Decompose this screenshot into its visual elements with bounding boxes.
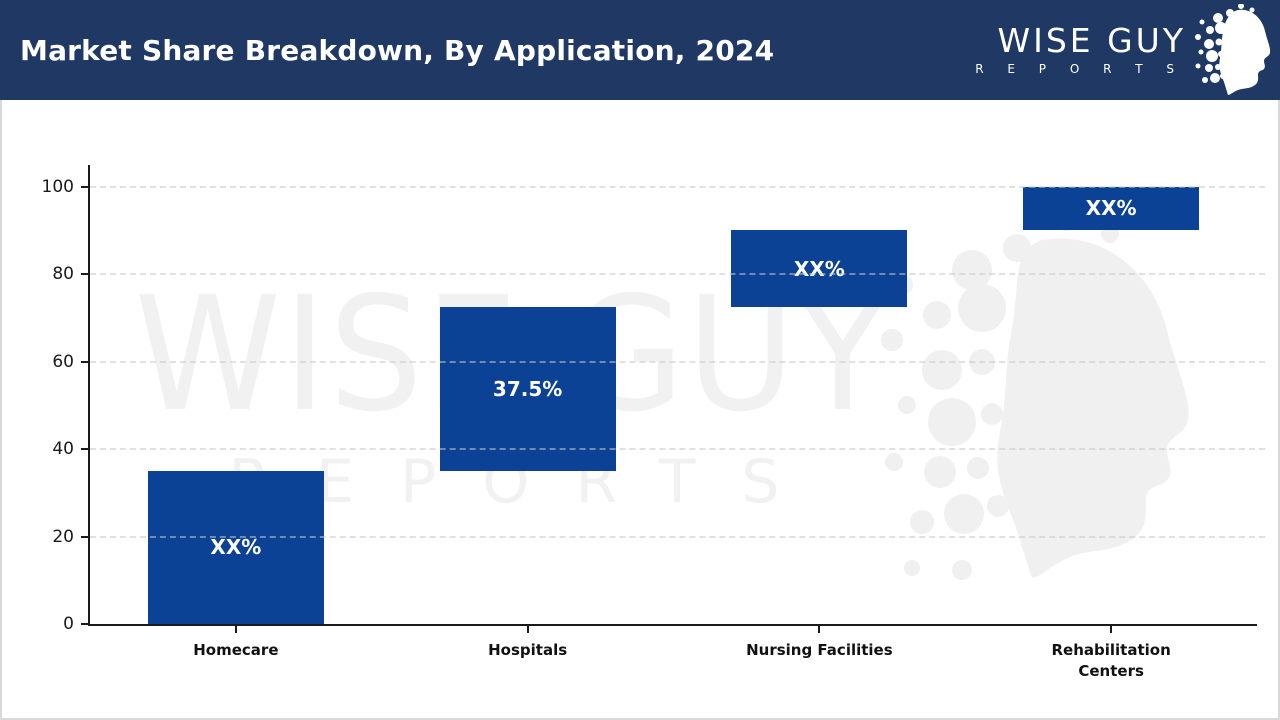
bar-value-label: XX% [793, 256, 845, 281]
x-axis-line [88, 624, 1257, 626]
logo-wordmark: WISE GUY [997, 21, 1186, 60]
y-tick-label: 0 [63, 614, 74, 634]
y-tick-label: 60 [52, 351, 74, 372]
bar-nursing-facilities: XX% [731, 230, 908, 307]
bar-value-label: XX% [1085, 196, 1137, 221]
chart-area: WISE GUY REPORTS 0 20 40 60 80 100 XX% Homecare… [0, 100, 1280, 720]
gridline-y20 [90, 535, 1265, 538]
bar-value-label: XX% [210, 535, 262, 560]
logo-subtitle: R E P O R T S [975, 62, 1184, 76]
gridline-y40 [90, 448, 1265, 450]
y-axis-line [88, 165, 90, 626]
bar-value-label: 37.5% [492, 376, 563, 401]
x-category-label: Nursing Facilities [746, 641, 893, 659]
x-tickmark [526, 626, 529, 633]
gridline-y80 [90, 273, 1265, 275]
bar-hospitals: 37.5% [439, 306, 616, 471]
bar-rehabilitation-centers: XX% [1023, 186, 1200, 231]
header-banner: Market Share Breakdown, By Application, … [0, 0, 1280, 100]
y-tickmark [81, 360, 90, 363]
bar-homecare: XX% [147, 470, 324, 624]
x-category-label: Hospitals [488, 641, 568, 659]
y-tickmark [81, 273, 90, 275]
y-tickmark [81, 623, 90, 625]
y-tick-label: 100 [41, 176, 74, 197]
y-tick-label: 80 [52, 264, 74, 284]
logo-text: WISE GUY R E P O R T S [975, 21, 1186, 77]
chart-title: Market Share Breakdown, By Application, … [20, 33, 775, 67]
x-tickmark [1110, 626, 1113, 633]
y-tickmark [81, 185, 90, 188]
wise-guy-logo: WISE GUY R E P O R T S [975, 4, 1280, 96]
y-tick-label: 20 [52, 526, 74, 547]
x-tickmark [818, 626, 821, 633]
y-tickmark [81, 535, 90, 538]
y-tick-label: 40 [52, 439, 74, 459]
x-category-label: Homecare [193, 641, 279, 659]
y-tickmark [81, 448, 90, 450]
gridline-y100 [90, 185, 1265, 188]
gridline-y60 [90, 360, 1265, 363]
x-tickmark [234, 626, 237, 633]
x-category-label: Rehabilitation Centers [1051, 641, 1171, 680]
logo-face-icon [1195, 4, 1271, 96]
